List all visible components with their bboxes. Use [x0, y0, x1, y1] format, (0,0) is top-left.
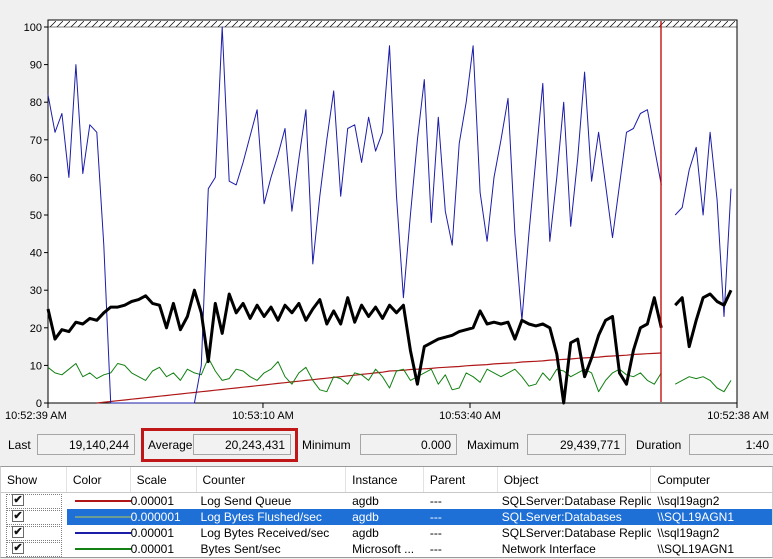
table-row[interactable]: ✔ 0.000001 Log Bytes Flushed/sec agdb --- SQL… [1, 509, 772, 525]
computer-cell: \\SQL19AGN1 [657, 542, 735, 556]
instance-cell: agdb [346, 509, 424, 525]
instance-cell: agdb [352, 526, 379, 540]
svg-text:80: 80 [30, 97, 42, 109]
show-cell: ✔ [1, 493, 67, 509]
svg-text:40: 40 [30, 248, 42, 260]
hatch-band [49, 21, 736, 27]
table-row[interactable]: ✔ 0.00001 Log Bytes Received/sec agdb --- SQL… [1, 525, 772, 541]
parent-cell: --- [429, 494, 442, 508]
counter-table: Show Color Scale Counter Instance Parent Objec… [0, 466, 773, 558]
show-checkbox[interactable]: ✔ [12, 526, 24, 538]
focus-rect [6, 494, 62, 509]
counter-cell: Bytes Sent/sec [200, 542, 281, 556]
stat-last-value: 19,140,244 [37, 434, 135, 455]
object-cell: SQLServer:Databases [497, 509, 652, 525]
svg-text:70: 70 [30, 135, 42, 147]
series-log-bytes-received-sec [47, 26, 732, 404]
column-header-scale[interactable]: Scale [131, 467, 197, 492]
object-cell: SQLServer:Database Replica [501, 494, 652, 508]
stat-average-label: Average [148, 438, 193, 452]
svg-text:10:52:39 AM: 10:52:39 AM [5, 410, 67, 422]
counter-cell: Log Send Queue [200, 494, 292, 508]
scale-cell: 0.00001 [130, 542, 175, 556]
color-swatch [74, 548, 131, 550]
instance-cell: Microsoft ... [352, 542, 415, 556]
color-swatch [74, 516, 131, 518]
scale-cell: 0.000001 [130, 509, 197, 525]
stat-maximum-label: Maximum [467, 438, 520, 452]
scale-cell: 0.00001 [130, 526, 175, 540]
color-cell [67, 541, 131, 557]
stat-minimum-value: 0.000 [360, 434, 457, 455]
instance-cell: agdb [352, 494, 379, 508]
table-row[interactable]: ✔ 0.00001 Log Send Queue agdb --- SQLServer:D… [1, 493, 772, 509]
svg-text:90: 90 [30, 60, 42, 72]
stat-average-value: 20,243,431 [193, 434, 291, 455]
color-cell [67, 493, 131, 509]
object-cell: SQLServer:Database Replica [501, 526, 652, 540]
stat-duration-value: 1:40 [689, 434, 773, 455]
object-cell: Network Interface [501, 542, 596, 556]
color-cell [67, 525, 131, 541]
show-checkbox[interactable]: ✔ [12, 542, 24, 554]
show-checkbox[interactable]: ✔ [12, 510, 24, 522]
column-header-instance[interactable]: Instance [346, 467, 424, 492]
svg-text:100: 100 [24, 22, 42, 34]
focus-rect [6, 526, 62, 541]
y-axis-labels: 0 10 20 30 40 50 60 70 80 90 100 [24, 22, 48, 410]
color-swatch [74, 500, 131, 502]
stat-minimum-label: Minimum [302, 438, 351, 452]
show-cell: ✔ [1, 541, 67, 557]
svg-text:10:53:10 AM: 10:53:10 AM [232, 410, 294, 422]
computer-cell: \\sql19agn2 [657, 494, 720, 508]
stat-maximum-value: 29,439,771 [527, 434, 626, 455]
color-cell [66, 509, 131, 525]
time-axis-labels: 10:52:39 AM 10:53:10 AM 10:53:40 AM 10:52:3… [5, 403, 769, 422]
computer-cell: \\SQL19AGN1 [651, 509, 772, 525]
column-header-object[interactable]: Object [498, 467, 652, 492]
stat-duration-label: Duration [636, 438, 682, 452]
parent-cell: --- [423, 509, 498, 525]
counter-table-header: Show Color Scale Counter Instance Parent Objec… [1, 467, 772, 493]
column-header-computer[interactable]: Computer [657, 473, 710, 487]
svg-text:10: 10 [30, 360, 42, 372]
show-cell: ✔ [1, 525, 67, 541]
column-header-show[interactable]: Show [1, 467, 67, 492]
column-header-counter[interactable]: Counter [197, 467, 347, 492]
computer-cell: \\sql19agn2 [657, 526, 720, 540]
stat-last-label: Last [8, 438, 31, 452]
scale-cell: 0.00001 [130, 494, 175, 508]
color-swatch [74, 532, 131, 534]
svg-text:10:52:38 AM: 10:52:38 AM [707, 410, 769, 422]
svg-text:10:53:40 AM: 10:53:40 AM [439, 410, 501, 422]
show-cell: ✔ [1, 509, 67, 525]
table-row[interactable]: ✔ 0.00001 Bytes Sent/sec Microsoft ... --- Ne… [1, 541, 772, 557]
perfmon-chart: 0 10 20 30 40 50 60 70 80 90 100 10:52:39 AM 10:53:1… [5, 19, 769, 422]
svg-text:50: 50 [30, 210, 42, 222]
series-log-bytes-flushed-sec [46, 288, 733, 405]
svg-text:60: 60 [30, 172, 42, 184]
column-header-parent[interactable]: Parent [424, 467, 498, 492]
focus-rect [6, 510, 62, 525]
counter-cell: Log Bytes Received/sec [200, 526, 330, 540]
svg-text:20: 20 [30, 323, 42, 335]
svg-text:0: 0 [36, 398, 42, 410]
column-header-color[interactable]: Color [67, 467, 131, 492]
show-checkbox[interactable]: ✔ [12, 494, 24, 506]
focus-rect [6, 542, 62, 557]
svg-text:30: 30 [30, 285, 42, 297]
counter-cell: Log Bytes Flushed/sec [196, 509, 347, 525]
parent-cell: --- [429, 526, 442, 540]
parent-cell: --- [429, 542, 442, 556]
